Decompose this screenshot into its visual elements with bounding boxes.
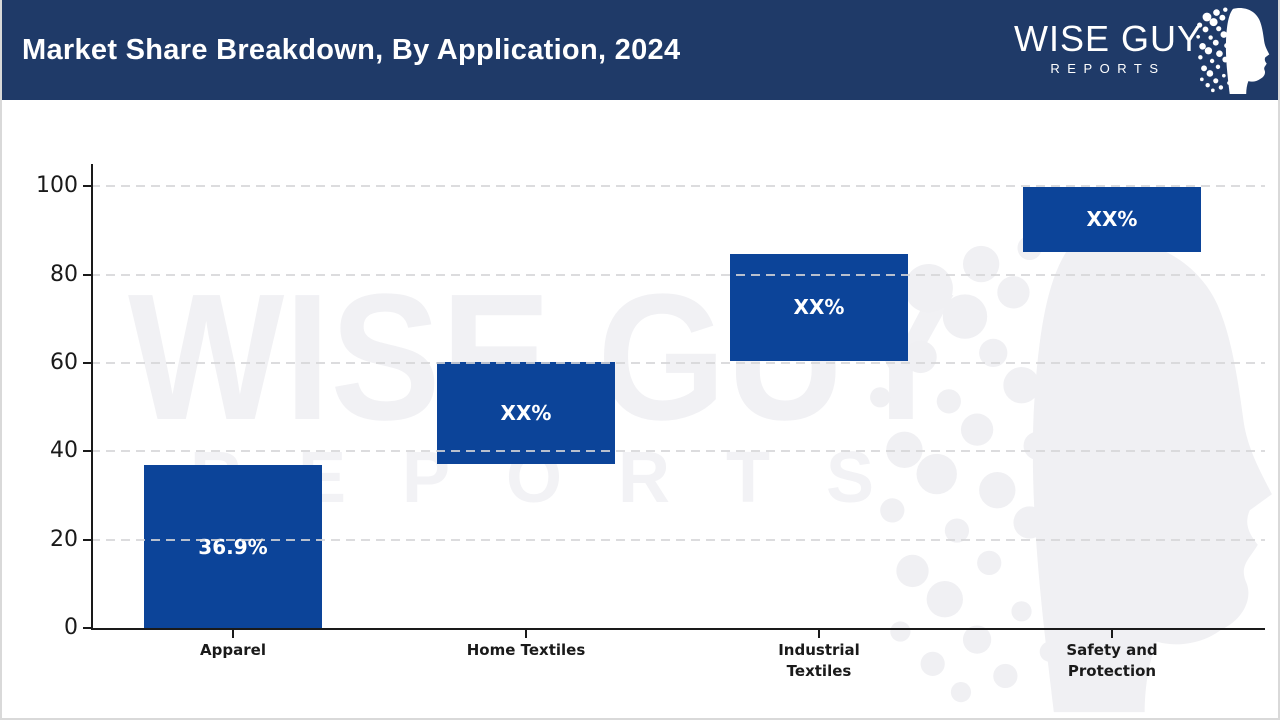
y-tick-label: 100 [36,173,78,199]
x-tick-label-line: Apparel [200,641,266,659]
x-axis-tick [818,630,820,638]
y-tick-label: 60 [50,350,78,376]
x-tick-label: Home Textiles [467,640,586,661]
y-axis-tick [83,362,91,365]
x-tick-label: Industrial Textiles [778,640,860,682]
y-axis-tick [83,627,91,629]
logo-head-icon [1194,6,1272,94]
watermark-head-icon [860,226,1280,714]
y-axis-tick [83,538,91,541]
y-gridline [91,185,1265,188]
y-axis-tick [83,450,91,453]
y-axis-tick [83,185,91,188]
y-axis-line [91,164,93,630]
bar-value-label: 36.9% [198,534,268,559]
y-axis-tick [83,273,91,276]
y-tick-label: 80 [50,261,78,287]
x-axis-tick [232,630,234,638]
x-tick-label-line: Home Textiles [466,641,586,659]
logo-line1: WISE GUY [1013,18,1202,59]
y-tick-label: 40 [50,438,78,464]
watermark-reports-text: REPORTS [190,438,931,518]
page-title: Market Share Breakdown, By Application, … [22,33,681,66]
y-tick-label: 20 [50,526,78,552]
watermark-wiseguy-text: WISE GUY [128,257,957,458]
x-tick-label: Apparel [200,640,266,661]
wise-guy-reports-logo: WISE GUY REPORTS [1014,4,1274,96]
logo-line2: REPORTS [1050,61,1166,76]
header-bar: Market Share Breakdown, By Application, … [2,0,1278,100]
logo-wordmark: WISE GUY REPORTS [1014,20,1202,78]
y-tick-label: 0 [64,615,78,640]
x-axis-tick [525,630,527,638]
x-tick-label-line: Industrial [778,641,860,659]
x-tick-label-line: Textiles [786,662,852,680]
